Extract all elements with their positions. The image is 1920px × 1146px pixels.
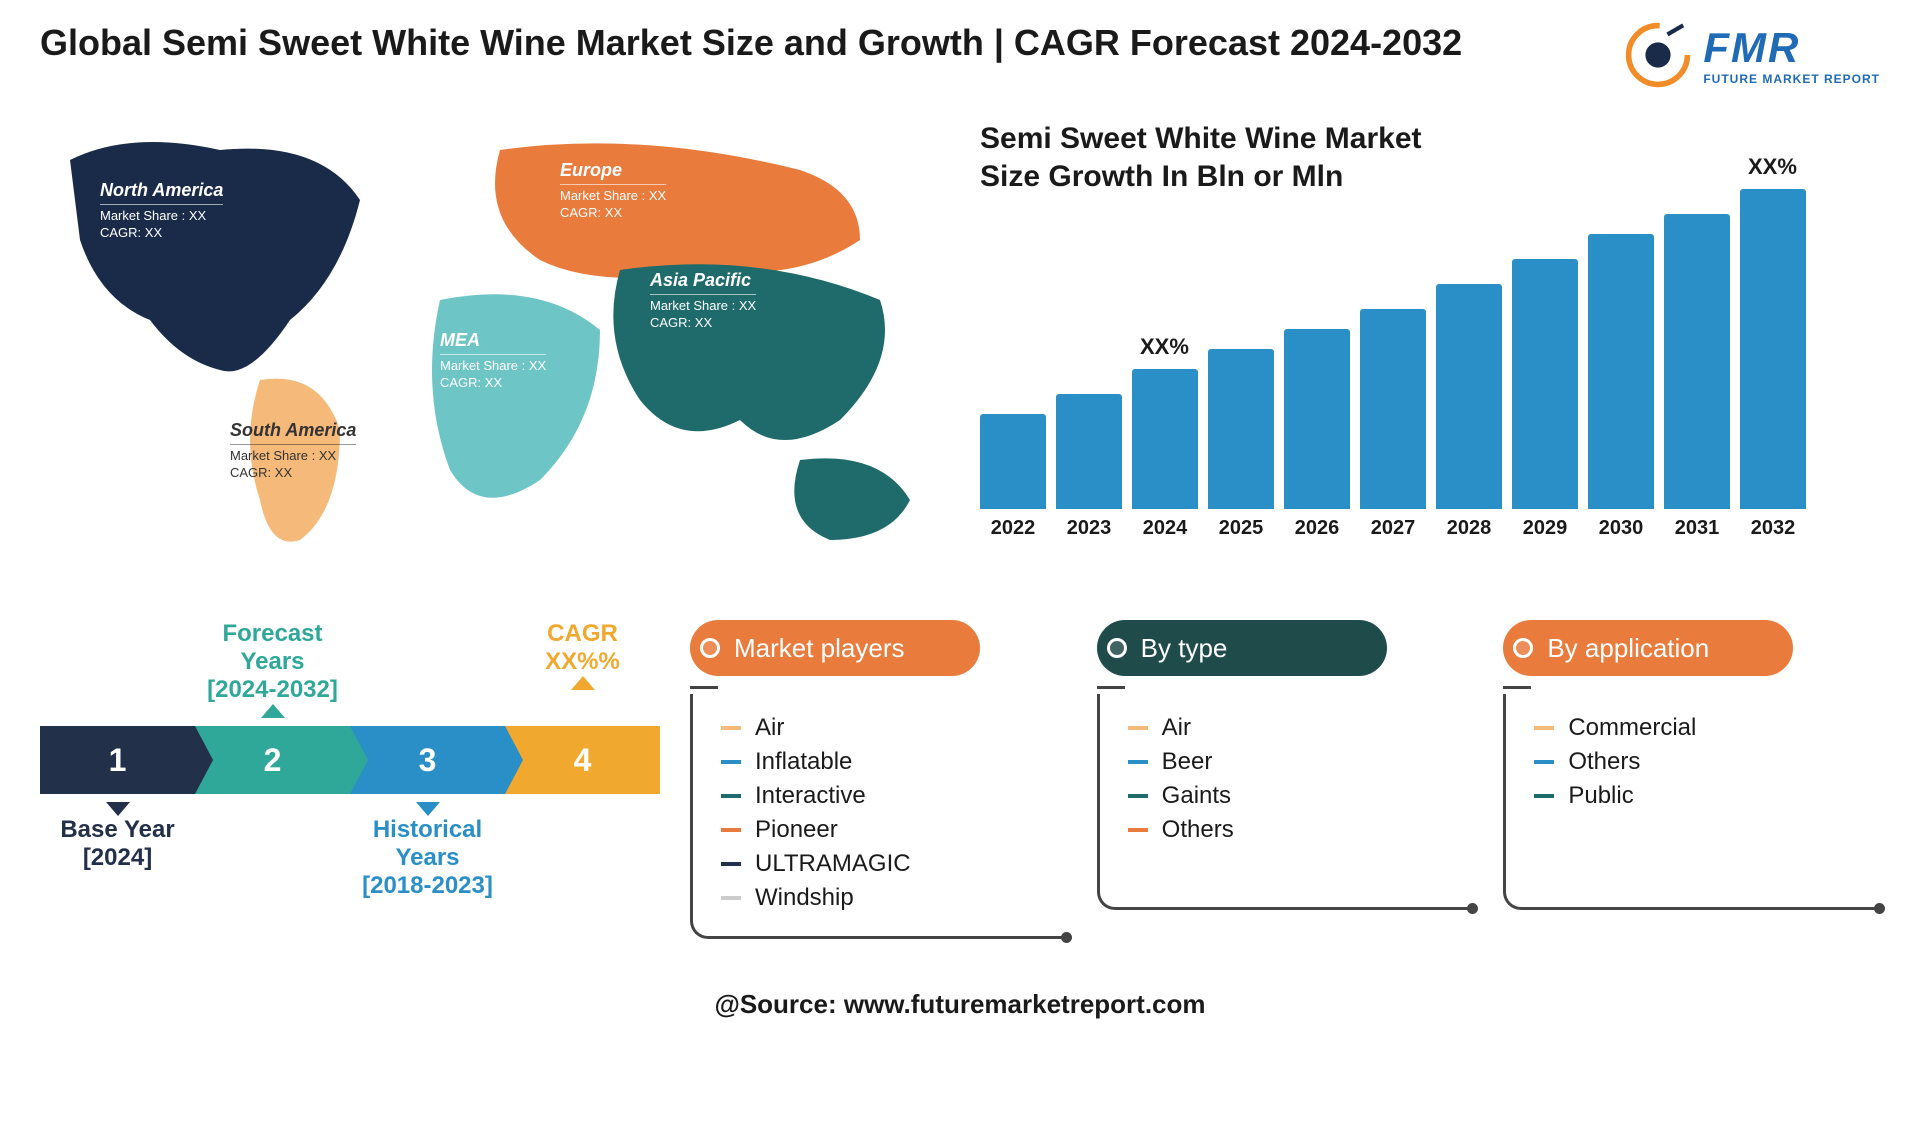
timeline-seg-2: 2 (195, 726, 350, 794)
region-mea-shape (432, 294, 600, 497)
category-item: Pioneer (721, 816, 1067, 844)
bar-2022: 2022 (980, 414, 1046, 540)
bar-2026: 2026 (1284, 329, 1350, 540)
timeline: Forecast Years[2024-2032] CAGRXX%% 1234 B… (40, 620, 660, 900)
region-ap-label: Asia PacificMarket Share : XXCAGR: XX (650, 270, 756, 332)
bar-2024: 2024 (1132, 369, 1198, 540)
chart-annotation: XX% (1748, 154, 1797, 180)
category-item: Interactive (721, 782, 1067, 810)
category-pill: By type (1097, 620, 1387, 676)
category-item: Others (1128, 816, 1474, 844)
bar-2023: 2023 (1056, 394, 1122, 540)
brand-logo: FMR FUTURE MARKET REPORT (1623, 20, 1880, 90)
category-item: Gaints (1128, 782, 1474, 810)
bullet-icon (700, 638, 720, 658)
logo-subtext: FUTURE MARKET REPORT (1703, 72, 1880, 86)
category-item: Public (1534, 782, 1880, 810)
region-ap-aus (794, 458, 910, 540)
logo-text: FMR (1703, 24, 1880, 72)
bullet-icon (1513, 638, 1533, 658)
timeline-label-cagr: CAGRXX%% (505, 620, 660, 718)
category-item: Commercial (1534, 714, 1880, 742)
bullet-icon (1107, 638, 1127, 658)
bar-2031: 2031 (1664, 214, 1730, 540)
source-attribution: @Source: www.futuremarketreport.com (40, 989, 1880, 1020)
region-na-label: North AmericaMarket Share : XXCAGR: XX (100, 180, 223, 242)
category-item: Air (721, 714, 1067, 742)
category-item: Beer (1128, 748, 1474, 776)
category-by-application: By application Commercial Others Public (1503, 620, 1880, 939)
category-item: Inflatable (721, 748, 1067, 776)
timeline-seg-1: 1 (40, 726, 195, 794)
bar-2028: 2028 (1436, 284, 1502, 540)
category-pill: By application (1503, 620, 1793, 676)
timeline-seg-4: 4 (505, 726, 660, 794)
region-eu-label: EuropeMarket Share : XXCAGR: XX (560, 160, 666, 222)
bar-2032: 2032 (1740, 189, 1806, 540)
logo-icon (1623, 20, 1693, 90)
region-eu-shape (495, 143, 860, 278)
category-item: Others (1534, 748, 1880, 776)
bar-chart: Semi Sweet White Wine Market Size Growth… (980, 120, 1880, 560)
category-body: Air Inflatable Interactive Pioneer ULTRAMAGI… (690, 690, 1067, 939)
category-by-type: By type Air Beer Gaints Others (1097, 620, 1474, 939)
category-body: Commercial Others Public (1503, 690, 1880, 910)
category-item: Air (1128, 714, 1474, 742)
world-map: North AmericaMarket Share : XXCAGR: XX So… (40, 120, 940, 560)
timeline-seg-3: 3 (350, 726, 505, 794)
category-market-players: Market players Air Inflatable Interactive P… (690, 620, 1067, 939)
timeline-label-historical-years: Historical Years[2018-2023] (350, 802, 505, 900)
timeline-label-forecast-years: Forecast Years[2024-2032] (195, 620, 350, 718)
region-sa-label: South AmericaMarket Share : XXCAGR: XX (230, 420, 356, 482)
region-na-shape (70, 142, 360, 371)
chart-title: Semi Sweet White Wine Market Size Growth… (980, 120, 1480, 195)
category-body: Air Beer Gaints Others (1097, 690, 1474, 910)
category-item: ULTRAMAGIC (721, 850, 1067, 878)
bar-2027: 2027 (1360, 309, 1426, 540)
bar-2030: 2030 (1588, 234, 1654, 540)
timeline-label-base-year: Base Year[2024] (40, 802, 195, 900)
chart-annotation: XX% (1140, 334, 1189, 360)
category-pill: Market players (690, 620, 980, 676)
page-title: Global Semi Sweet White Wine Market Size… (40, 20, 1462, 65)
bar-2025: 2025 (1208, 349, 1274, 540)
bar-2029: 2029 (1512, 259, 1578, 540)
category-item: Windship (721, 884, 1067, 912)
region-mea-label: MEAMarket Share : XXCAGR: XX (440, 330, 546, 392)
